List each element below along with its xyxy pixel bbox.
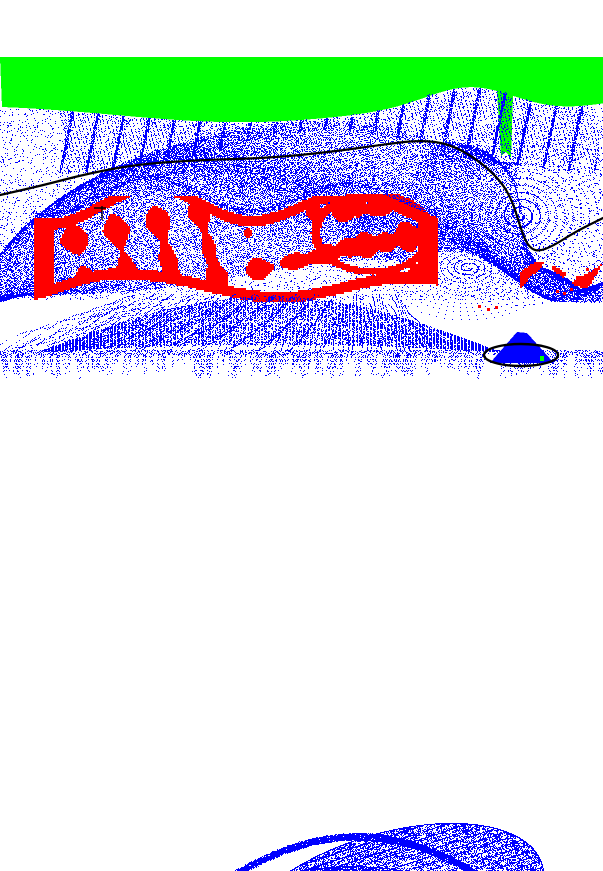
lobe-shell-stipple: [108, 823, 581, 871]
inner-boundary-green-dot: [540, 356, 544, 361]
panel-top-meridional: [0, 0, 603, 400]
bottom-panel-svg: [0, 400, 603, 871]
panel-bottom-3d: [0, 400, 603, 871]
top-panel-svg: [0, 0, 603, 400]
